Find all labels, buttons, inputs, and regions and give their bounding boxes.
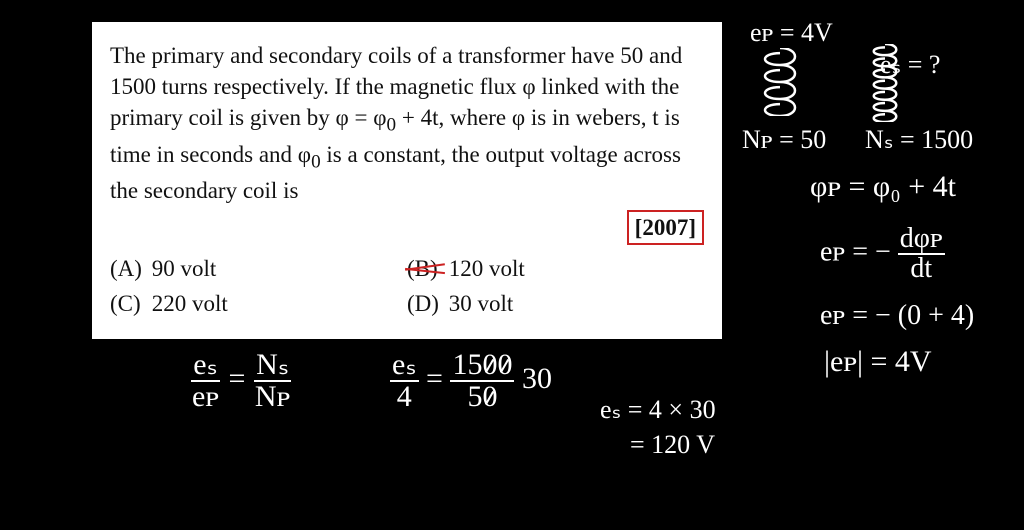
option-b: (B) 120 volt: [407, 251, 704, 286]
option-c: (C) 220 volt: [110, 286, 407, 321]
option-d-text: 30 volt: [449, 291, 514, 316]
option-d-label: (D): [407, 288, 443, 319]
option-c-label: (C): [110, 288, 146, 319]
option-a: (A) 90 volt: [110, 251, 407, 286]
option-c-text: 220 volt: [152, 291, 228, 316]
handwritten-es_eq_q: eₛ = ?: [880, 50, 940, 80]
handwritten-np_50: Nᴘ = 50: [742, 125, 826, 155]
handwritten-ep_04: eᴘ = − (0 + 4): [820, 300, 974, 332]
handwritten-phip: φᴘ = φ₀ + 4t: [810, 170, 956, 204]
handwritten-abs_ep: |eᴘ| = 4V: [824, 345, 932, 379]
option-b-text: 120 volt: [449, 256, 525, 281]
option-a-text: 90 volt: [152, 256, 217, 281]
options-grid: (A) 90 volt (B) 120 volt (C) 220 volt (D…: [110, 251, 704, 321]
option-d: (D) 30 volt: [407, 286, 704, 321]
question-body: The primary and secondary coils of a tra…: [110, 40, 704, 206]
handwritten-es_calc: eₛ = 4 × 30: [600, 395, 716, 425]
handwritten-ratio: eₛeᴘ = NₛNᴘ: [190, 350, 292, 412]
option-b-label: (B): [407, 253, 443, 284]
option-a-label: (A): [110, 253, 146, 284]
question-card: The primary and secondary coils of a tra…: [92, 22, 722, 339]
coil-primary-icon: [760, 48, 800, 121]
handwritten-ratio_nums: eₛ4 = 150050 30: [390, 350, 552, 412]
handwritten-ep_eq_4v: eᴘ = 4V: [750, 18, 833, 48]
handwritten-es_ans: = 120 V: [630, 430, 715, 460]
coil-svg: [760, 48, 800, 116]
handwritten-ep_dphi: eᴘ = − dφᴘdt: [820, 225, 945, 283]
year-badge: [2007]: [627, 210, 704, 245]
handwritten-ns_1500: Nₛ = 1500: [865, 125, 973, 155]
